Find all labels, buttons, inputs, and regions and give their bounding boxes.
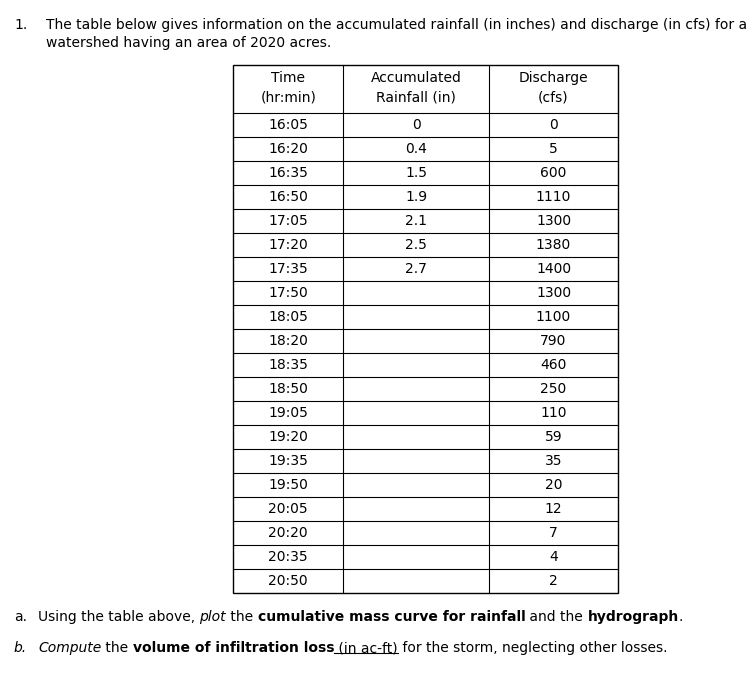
Text: 19:35: 19:35 [268, 454, 308, 468]
Text: and the: and the [526, 610, 587, 624]
Text: 1100: 1100 [536, 310, 571, 324]
Text: (hr:min): (hr:min) [261, 91, 316, 105]
Text: 16:35: 16:35 [268, 166, 308, 180]
Text: The table below gives information on the accumulated rainfall (in inches) and di: The table below gives information on the… [46, 18, 747, 32]
Text: Compute: Compute [38, 641, 101, 655]
Text: 7: 7 [549, 526, 558, 540]
Text: 110: 110 [540, 406, 567, 420]
Text: the: the [226, 610, 258, 624]
Text: 1300: 1300 [536, 214, 571, 228]
Text: 4: 4 [549, 550, 558, 564]
Bar [233, 65, 618, 593]
Text: 1380: 1380 [536, 238, 571, 252]
Text: 600: 600 [541, 166, 567, 180]
Text: for the storm, neglecting other losses.: for the storm, neglecting other losses. [398, 641, 667, 655]
Text: 20:20: 20:20 [268, 526, 308, 540]
Text: 2: 2 [549, 574, 558, 588]
Text: 18:35: 18:35 [268, 358, 308, 372]
Text: watershed having an area of 2020 acres.: watershed having an area of 2020 acres. [46, 36, 331, 50]
Text: 17:05: 17:05 [268, 214, 308, 228]
Text: 12: 12 [544, 502, 562, 516]
Text: 20:05: 20:05 [268, 502, 308, 516]
Text: 19:50: 19:50 [268, 478, 308, 492]
Text: 16:20: 16:20 [268, 142, 308, 156]
Text: 2.7: 2.7 [405, 262, 427, 276]
Text: 1.: 1. [14, 18, 27, 32]
Text: plot: plot [200, 610, 226, 624]
Text: (cfs): (cfs) [538, 91, 569, 105]
Text: 17:20: 17:20 [268, 238, 308, 252]
Text: volume of infiltration loss: volume of infiltration loss [133, 641, 334, 655]
Text: Accumulated: Accumulated [370, 72, 462, 85]
Text: cumulative mass curve for rainfall: cumulative mass curve for rainfall [258, 610, 526, 624]
Text: 1400: 1400 [536, 262, 571, 276]
Text: 17:50: 17:50 [268, 286, 308, 300]
Text: 0: 0 [412, 118, 421, 132]
Text: 790: 790 [541, 334, 567, 348]
Text: 18:50: 18:50 [268, 382, 308, 396]
Text: 20: 20 [544, 478, 562, 492]
Text: 16:05: 16:05 [268, 118, 308, 132]
Text: 18:05: 18:05 [268, 310, 308, 324]
Text: the: the [101, 641, 133, 655]
Text: 16:50: 16:50 [268, 190, 308, 204]
Text: 20:50: 20:50 [268, 574, 308, 588]
Text: 1.5: 1.5 [405, 166, 427, 180]
Text: 19:20: 19:20 [268, 430, 308, 444]
Text: Time: Time [271, 72, 305, 85]
Text: Rainfall (in): Rainfall (in) [376, 91, 456, 105]
Text: (in ac-ft): (in ac-ft) [334, 641, 398, 655]
Text: 18:20: 18:20 [268, 334, 308, 348]
Text: hydrograph: hydrograph [587, 610, 678, 624]
Text: 2.5: 2.5 [405, 238, 427, 252]
Text: 35: 35 [544, 454, 562, 468]
Text: 0.4: 0.4 [405, 142, 427, 156]
Text: 250: 250 [541, 382, 567, 396]
Text: 19:05: 19:05 [268, 406, 308, 420]
Text: Discharge: Discharge [519, 72, 588, 85]
Text: Using the table above,: Using the table above, [38, 610, 200, 624]
Text: 2.1: 2.1 [405, 214, 427, 228]
Text: 59: 59 [544, 430, 562, 444]
Text: 1.9: 1.9 [405, 190, 427, 204]
Text: b.: b. [14, 641, 27, 655]
Text: 0: 0 [549, 118, 558, 132]
Text: 5: 5 [549, 142, 558, 156]
Text: 20:35: 20:35 [268, 550, 308, 564]
Text: a.: a. [14, 610, 27, 624]
Text: .: . [678, 610, 683, 624]
Text: 1300: 1300 [536, 286, 571, 300]
Text: 17:35: 17:35 [268, 262, 308, 276]
Text: 1110: 1110 [536, 190, 572, 204]
Text: 460: 460 [541, 358, 567, 372]
